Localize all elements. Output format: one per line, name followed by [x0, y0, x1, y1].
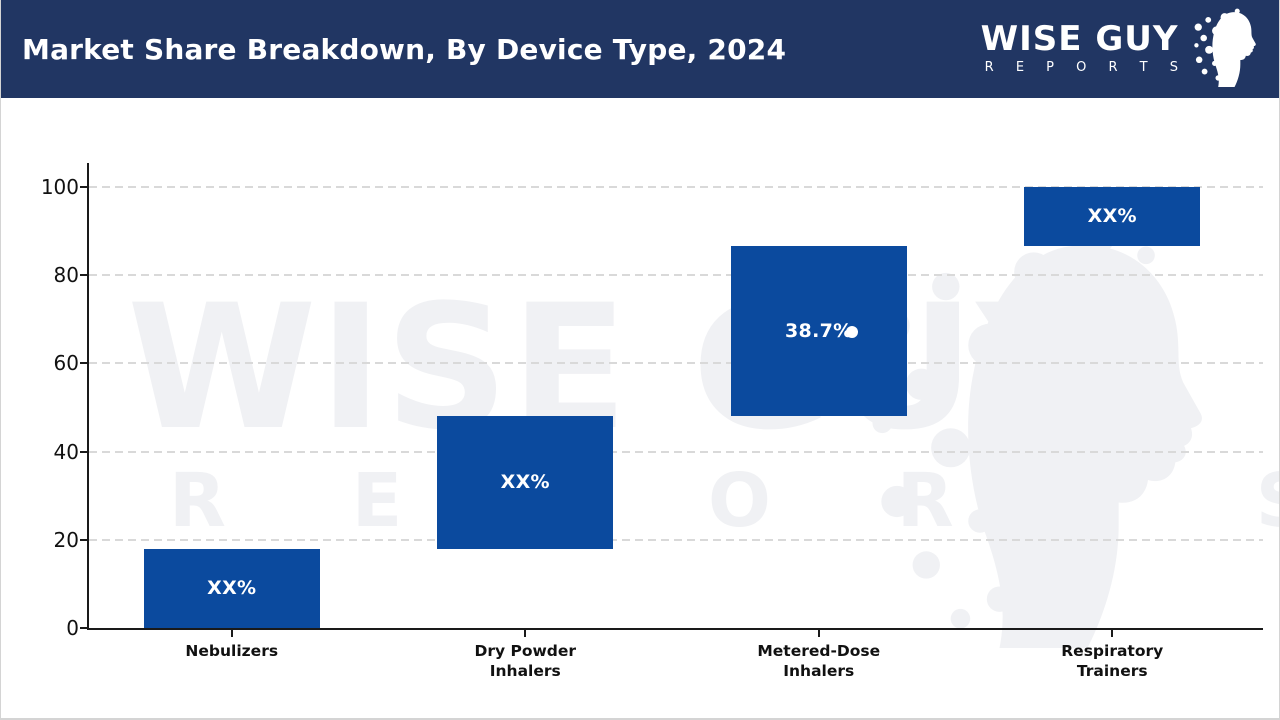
- y-axis-tick-label: 0: [66, 616, 79, 640]
- gridline-20: [89, 538, 1263, 541]
- watermark-dot: [846, 326, 858, 338]
- x-axis-label-dry-powder-inhalers: Dry Powder Inhalers: [474, 642, 577, 680]
- y-axis-tick: [80, 274, 87, 277]
- bar-dry-powder-inhalers: XX%: [437, 416, 614, 549]
- x-axis-label-respiratory-trainers: Respiratory Trainers: [1061, 642, 1164, 680]
- logo-wordmark: WISE GUY: [980, 19, 1179, 60]
- x-axis-tick: [1111, 630, 1114, 637]
- chart-title: Market Share Breakdown, By Device Type, …: [22, 32, 787, 66]
- y-axis-tick: [80, 450, 87, 453]
- y-axis-tick-label: 40: [53, 439, 79, 464]
- x-axis-tick: [230, 630, 233, 637]
- y-axis-tick: [80, 538, 87, 541]
- logo-subtext: R E P O R T S: [984, 59, 1187, 75]
- watermark-wordmark: WISE GUY: [127, 267, 1104, 468]
- gridline-100: [89, 186, 1263, 188]
- y-axis-tick-label: 80: [53, 263, 79, 288]
- bar-nebulizers: XX%: [143, 548, 320, 628]
- bar-metered-dose-inhalers: 38.7%: [730, 245, 907, 417]
- x-axis-tick: [817, 630, 820, 637]
- y-axis-tick: [80, 627, 87, 629]
- y-axis-tick: [80, 362, 87, 365]
- x-axis-tick: [524, 630, 527, 637]
- bar-value-label: 38.7%: [785, 319, 853, 342]
- gridline-40: [89, 450, 1263, 453]
- header-bar: Market Share Breakdown, By Device Type, …: [1, 0, 1279, 98]
- gridline-80: [89, 274, 1263, 277]
- logo-face-icon: [1194, 8, 1256, 87]
- x-axis-label-nebulizers: Nebulizers: [185, 642, 279, 660]
- y-axis-tick-label: 100: [40, 175, 79, 199]
- gridline-60: [89, 362, 1263, 365]
- logo-text: WISE GUY R E P O R T S: [980, 19, 1187, 75]
- wiseguy-logo: WISE GUY R E P O R T S: [981, 6, 1269, 90]
- y-axis-line: [87, 163, 89, 630]
- y-axis-tick-label: 60: [53, 351, 79, 376]
- bar-value-label: XX%: [207, 577, 257, 600]
- x-axis-label-metered-dose-inhalers: Metered-Dose Inhalers: [757, 642, 881, 680]
- bar-value-label: XX%: [500, 471, 550, 494]
- y-axis-tick: [80, 186, 87, 188]
- watermark-face-icon: [872, 228, 1202, 648]
- bar-value-label: XX%: [1087, 205, 1137, 228]
- bar-respiratory-trainers: XX%: [1024, 187, 1201, 246]
- x-axis-line: [87, 628, 1263, 630]
- y-axis-tick-label: 20: [53, 527, 79, 552]
